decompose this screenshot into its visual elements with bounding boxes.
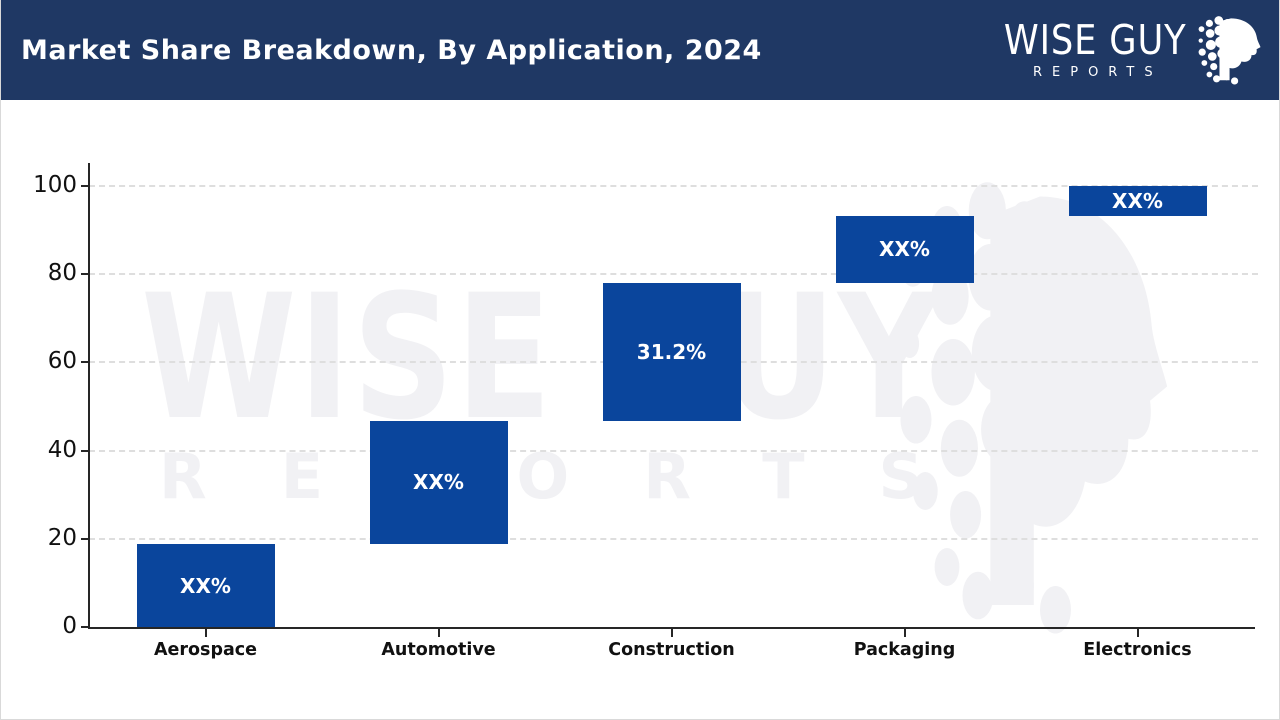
y-axis-tickmark xyxy=(81,185,89,187)
watermark-wordmark: WISE GUY xyxy=(141,257,942,458)
x-axis-tickmark xyxy=(903,629,906,637)
wiseguy-logo-text: WISE GUY REPORTS xyxy=(989,16,1201,81)
gridline-80 xyxy=(89,273,1258,276)
bar-value-label: 31.2% xyxy=(636,339,707,364)
bar-electronics: XX% xyxy=(1068,186,1207,216)
y-axis-tick-label: 0 xyxy=(62,613,77,639)
y-axis-tickmark xyxy=(81,273,89,276)
bar-packaging: XX% xyxy=(835,215,974,284)
chart-title: Market Share Breakdown, By Application, … xyxy=(21,34,762,66)
gridline-20 xyxy=(89,537,1258,540)
x-axis-tickmark xyxy=(204,629,207,637)
y-axis-tickmark xyxy=(81,537,89,540)
x-axis-category-label: Packaging xyxy=(853,640,956,660)
y-axis-tickmark xyxy=(81,449,89,452)
x-axis-category-label: Electronics xyxy=(1083,640,1192,660)
x-axis-tickmark xyxy=(437,629,440,637)
wiseguy-head-icon xyxy=(1198,16,1261,85)
bar-value-label: XX% xyxy=(413,470,464,495)
y-axis-tick-label: 40 xyxy=(47,436,77,463)
y-axis-line xyxy=(88,163,90,629)
watermark-subtitle: REPORTS xyxy=(159,440,998,513)
bar-automotive: XX% xyxy=(369,420,508,545)
logo-wordmark: WISE GUY xyxy=(1003,16,1187,64)
y-axis-tickmark xyxy=(81,361,89,364)
gridline-100 xyxy=(89,185,1258,187)
x-axis-tickmark xyxy=(670,629,673,637)
x-axis-category-label: Aerospace xyxy=(153,640,258,660)
bar-construction: 31.2% xyxy=(602,283,741,421)
x-axis-category-label: Construction xyxy=(608,640,735,660)
bar-value-label: XX% xyxy=(180,573,231,598)
bar-value-label: XX% xyxy=(879,237,930,262)
y-axis-tick-label: 60 xyxy=(47,348,77,375)
bar-aerospace: XX% xyxy=(136,544,275,627)
y-axis-tick-label: 20 xyxy=(47,524,77,551)
header: Market Share Breakdown, By Application, … xyxy=(1,0,1279,100)
y-axis-tick-label: 100 xyxy=(33,172,77,198)
gridline-40 xyxy=(89,449,1258,452)
wiseguy-logo: WISE GUY REPORTS xyxy=(989,10,1267,90)
x-axis-line xyxy=(88,627,1255,629)
bar-value-label: XX% xyxy=(1112,188,1163,213)
y-axis-tick-label: 80 xyxy=(47,260,77,287)
logo-subtitle: REPORTS xyxy=(1032,65,1163,80)
x-axis-tickmark xyxy=(1136,629,1139,637)
y-axis-tickmark xyxy=(81,626,89,628)
x-axis-category-label: Automotive xyxy=(381,640,496,660)
